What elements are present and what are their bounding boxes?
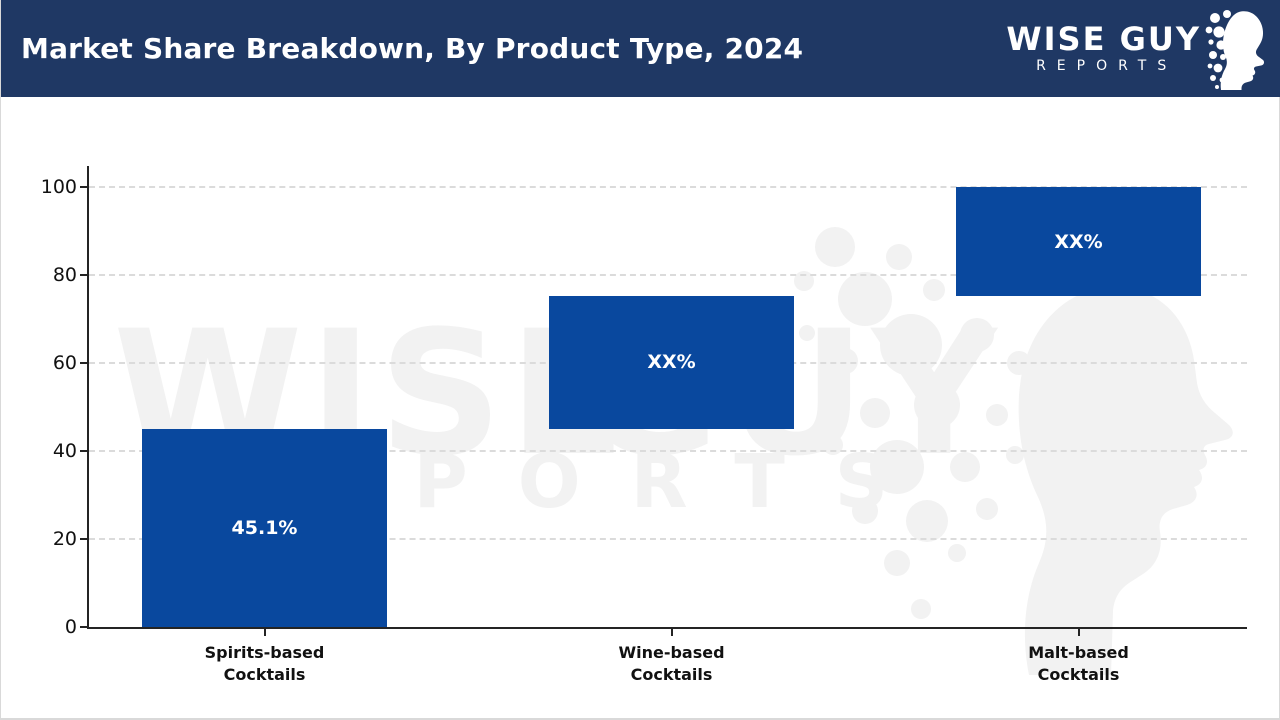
y-tick-label-0: 0 (64, 616, 77, 638)
y-tick-20 (80, 538, 89, 540)
y-tick-40 (80, 450, 89, 452)
y-axis (87, 166, 89, 629)
category-label-2: Wine-based Cocktails (542, 642, 802, 685)
y-tick-label-100: 100 (40, 176, 77, 198)
bar-value-label: XX% (647, 351, 696, 374)
y-tick-label-60: 60 (52, 352, 77, 374)
header: Market Share Breakdown, By Product Type,… (1, 0, 1280, 97)
category-label-line: Cocktails (630, 664, 713, 684)
y-tick-100 (80, 186, 89, 188)
brand-subtitle: REPORTS (1036, 58, 1178, 75)
brand-logo-text: WISE GUY REPORTS (1006, 19, 1201, 75)
category-label-line: Cocktails (223, 664, 306, 684)
page-title: Market Share Breakdown, By Product Type,… (21, 32, 804, 65)
brand-name: WISE GUY (1006, 19, 1201, 58)
y-tick-0 (80, 626, 89, 628)
gridline-y80 (89, 274, 1247, 276)
brand-logo: WISE GUY REPORTS (1006, 8, 1267, 90)
wiseguy-face-icon (1205, 9, 1265, 90)
gridline-y20 (89, 538, 1247, 540)
y-tick-80 (80, 274, 89, 276)
x-tick-3 (1077, 627, 1080, 636)
category-label-line: Wine-based (618, 643, 725, 662)
bar-value-label: 45.1% (231, 516, 298, 539)
category-label-1: Spirits-based Cocktails (135, 642, 395, 685)
gridline-y100 (89, 186, 1247, 188)
category-label-line: Spirits-based (204, 643, 325, 662)
x-tick-1 (263, 627, 266, 636)
bar-2: XX% (549, 296, 794, 429)
watermark-face-icon (794, 227, 1233, 675)
category-label-line: Cocktails (1037, 664, 1120, 684)
y-tick-60 (80, 362, 89, 364)
category-label-line: Malt-based (1028, 643, 1129, 662)
bar-value-label: XX% (1054, 230, 1103, 253)
gridline-y40 (89, 450, 1247, 452)
y-tick-label-80: 80 (52, 264, 77, 286)
x-axis (87, 627, 1247, 629)
bar-1: 45.1% (142, 428, 387, 627)
x-tick-2 (670, 627, 673, 636)
y-tick-label-40: 40 (52, 440, 77, 462)
y-tick-label-20: 20 (52, 528, 77, 550)
chart-area: WISE GUY REPORTS 02040608010045.1%Spirit… (1, 97, 1280, 720)
category-label-3: Malt-based Cocktails (949, 642, 1209, 685)
bar-3: XX% (956, 187, 1201, 297)
